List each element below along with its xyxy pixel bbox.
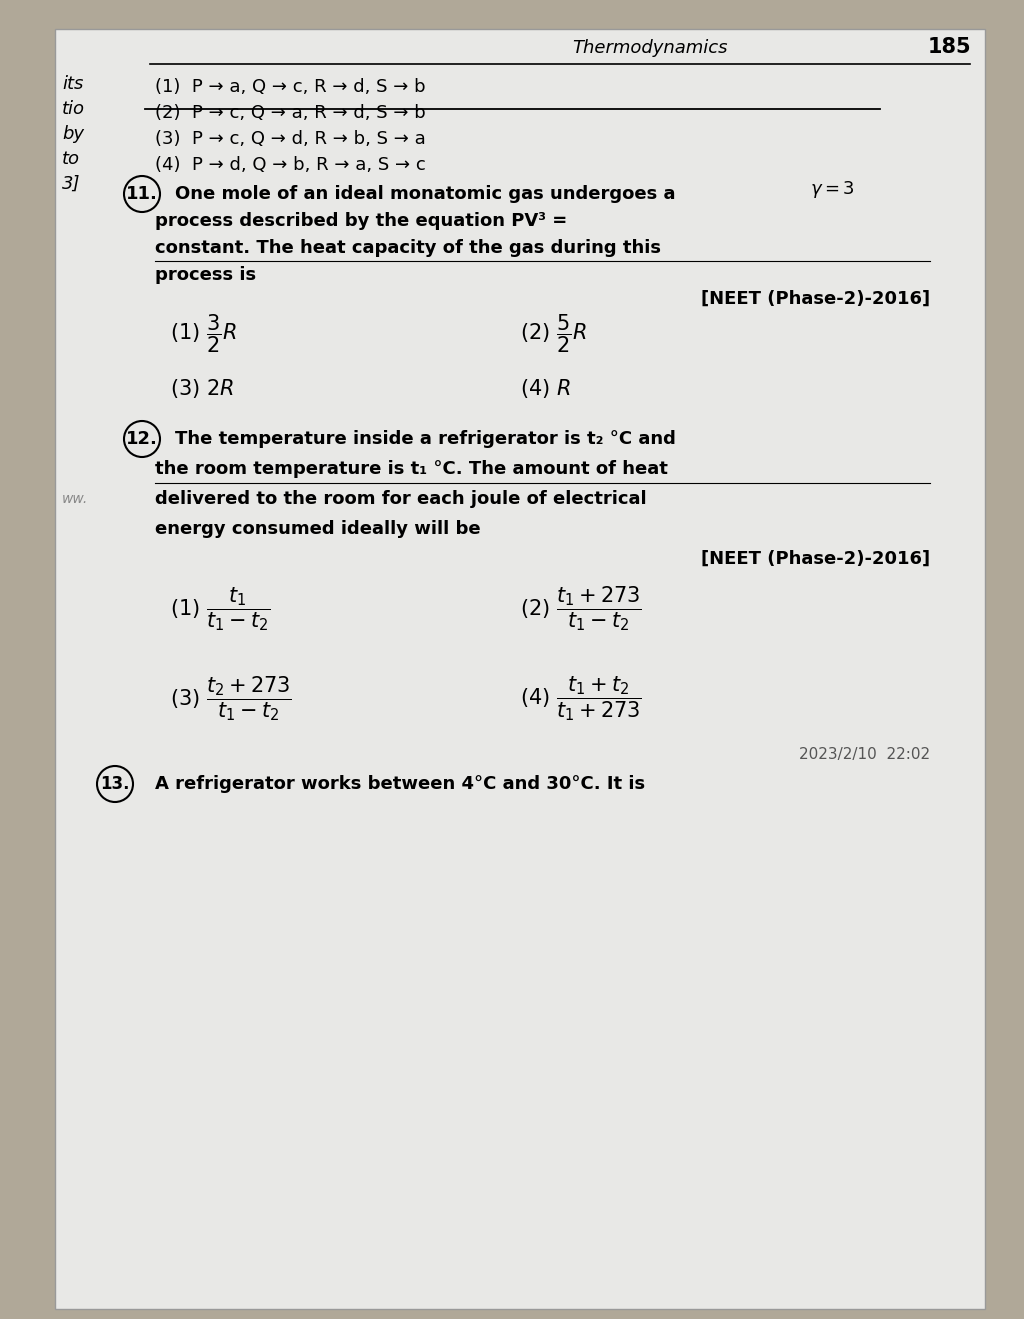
Text: process is: process is	[155, 266, 256, 284]
Text: tio: tio	[62, 100, 85, 117]
Text: (4)  P → d, Q → b, R → a, S → c: (4) P → d, Q → b, R → a, S → c	[155, 156, 426, 174]
Text: constant. The heat capacity of the gas during this: constant. The heat capacity of the gas d…	[155, 239, 662, 257]
Text: (3)  P → c, Q → d, R → b, S → a: (3) P → c, Q → d, R → b, S → a	[155, 131, 426, 148]
Text: Thermodynamics: Thermodynamics	[572, 40, 728, 57]
Text: the room temperature is t₁ °C. The amount of heat: the room temperature is t₁ °C. The amoun…	[155, 460, 668, 477]
Text: $\gamma = 3$: $\gamma = 3$	[810, 178, 855, 199]
Text: $(1)\ \dfrac{t_1}{t_1 - t_2}$: $(1)\ \dfrac{t_1}{t_1 - t_2}$	[170, 586, 270, 633]
Text: 3]: 3]	[62, 175, 81, 193]
Text: $(2)\ \dfrac{5}{2}R$: $(2)\ \dfrac{5}{2}R$	[520, 313, 587, 355]
Text: by: by	[62, 125, 84, 142]
Text: energy consumed ideally will be: energy consumed ideally will be	[155, 520, 480, 538]
Text: (2)  P → c, Q → a, R → d, S → b: (2) P → c, Q → a, R → d, S → b	[155, 104, 426, 121]
Text: 2023/2/10  22:02: 2023/2/10 22:02	[799, 747, 930, 761]
Text: $(4)\ \dfrac{t_1 + t_2}{t_1 + 273}$: $(4)\ \dfrac{t_1 + t_2}{t_1 + 273}$	[520, 674, 642, 723]
Text: [NEET (Phase-2)-2016]: [NEET (Phase-2)-2016]	[700, 550, 930, 568]
Text: 11.: 11.	[126, 185, 158, 203]
Text: ww.: ww.	[62, 492, 88, 506]
Text: its: its	[62, 75, 83, 94]
Text: $(1)\ \dfrac{3}{2}R$: $(1)\ \dfrac{3}{2}R$	[170, 313, 237, 355]
Text: to: to	[62, 150, 80, 168]
FancyBboxPatch shape	[55, 29, 985, 1308]
Text: $(3)\ \dfrac{t_2 + 273}{t_1 - t_2}$: $(3)\ \dfrac{t_2 + 273}{t_1 - t_2}$	[170, 674, 292, 723]
Text: $(4)\ R$: $(4)\ R$	[520, 377, 570, 401]
Text: The temperature inside a refrigerator is t₂ °C and: The temperature inside a refrigerator is…	[175, 430, 676, 448]
Text: 185: 185	[928, 37, 972, 57]
Text: One mole of an ideal monatomic gas undergoes a: One mole of an ideal monatomic gas under…	[175, 185, 676, 203]
Text: 13.: 13.	[100, 776, 130, 793]
Text: delivered to the room for each joule of electrical: delivered to the room for each joule of …	[155, 489, 646, 508]
Text: [NEET (Phase-2)-2016]: [NEET (Phase-2)-2016]	[700, 290, 930, 309]
Text: $(3)\ 2R$: $(3)\ 2R$	[170, 377, 234, 401]
Text: (1)  P → a, Q → c, R → d, S → b: (1) P → a, Q → c, R → d, S → b	[155, 78, 426, 96]
Text: $(2)\ \dfrac{t_1 + 273}{t_1 - t_2}$: $(2)\ \dfrac{t_1 + 273}{t_1 - t_2}$	[520, 584, 642, 633]
Text: process described by the equation PV³ =: process described by the equation PV³ =	[155, 212, 567, 230]
Text: A refrigerator works between 4°C and 30°C. It is: A refrigerator works between 4°C and 30°…	[155, 776, 645, 793]
Text: 12.: 12.	[126, 430, 158, 448]
